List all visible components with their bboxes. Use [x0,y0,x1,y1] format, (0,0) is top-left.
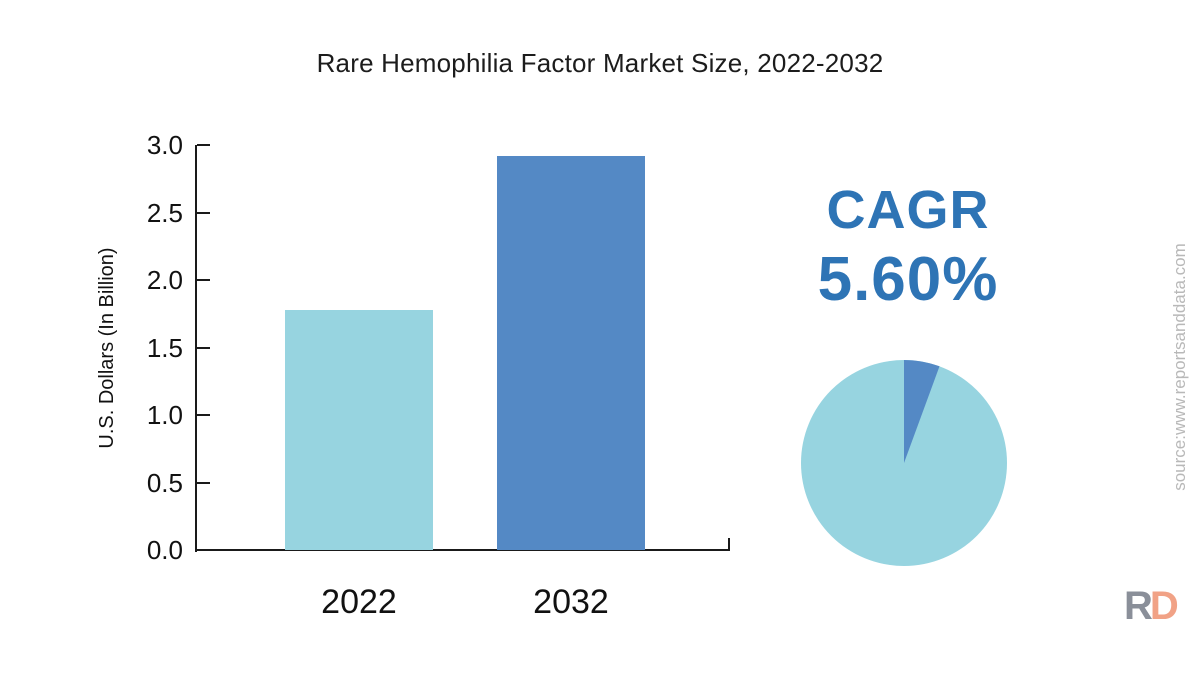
y-tick-mark [197,481,210,484]
bar-2022 [285,309,433,550]
x-axis-end-tick [728,538,730,550]
y-axis-spine [195,145,197,552]
y-tick-label: 3.0 [146,130,183,160]
y-tick-mark [197,414,210,416]
x-tick-label-2022: 2022 [321,583,397,621]
y-tick-mark [197,279,210,281]
brand-logo: RD [1124,584,1179,628]
cagr-value: 5.60% [817,244,999,314]
x-tick-label-2032: 2032 [533,583,609,621]
y-tick-label: 1.0 [146,400,183,430]
chart-title: Rare Hemophilia Factor Market Size, 2022… [316,48,884,78]
y-tick-label: 1.5 [146,332,183,363]
y-tick-mark [197,211,210,214]
x-axis-spine [195,549,730,551]
logo-letter-d: D [1149,584,1179,628]
y-tick-mark [197,346,210,349]
y-tick-label: 0.0 [146,535,183,565]
y-tick-label: 2.0 [146,265,183,295]
cagr-block: CAGR 5.60% [733,182,1083,312]
y-tick-label: 0.5 [146,467,183,498]
y-tick-mark [197,144,210,146]
bar-2032 [497,155,645,550]
pie-chart [801,360,1007,566]
cagr-label: CAGR [826,180,990,240]
source-watermark: source:www.reportsanddata.com [1170,243,1189,491]
pie-cagr-slice [904,360,940,463]
logo-letter-r: R [1124,584,1153,628]
y-tick-label: 2.5 [146,197,183,228]
